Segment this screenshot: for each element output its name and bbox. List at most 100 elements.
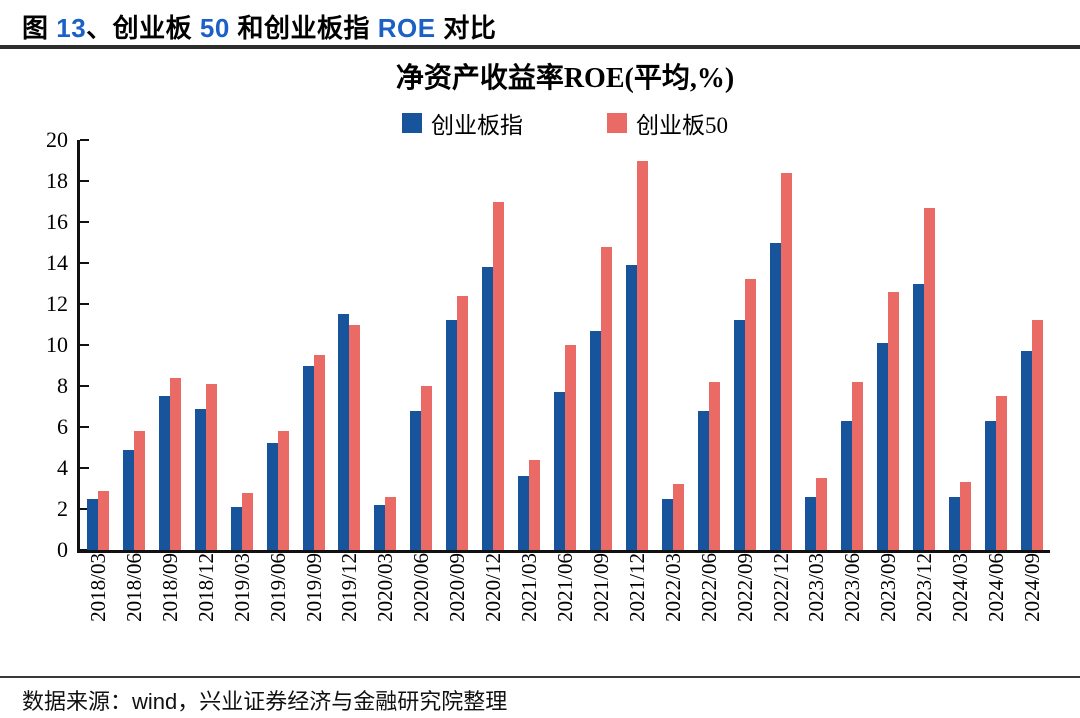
bar-chinext-index — [266, 443, 278, 550]
y-axis-tick — [80, 262, 89, 264]
y-axis-tick-label: 14 — [46, 250, 68, 275]
bar-chinext-index — [949, 496, 961, 550]
y-axis-tick — [80, 139, 89, 141]
figure-caption-segment: 和创业板指 — [229, 13, 378, 43]
bar-chinext50 — [421, 386, 433, 550]
chart-title: 净资产收益率ROE(平均,%) — [395, 63, 735, 94]
x-axis-tick-label: 2023/06 — [840, 553, 865, 622]
bar-chinext50 — [888, 291, 900, 550]
bar-group — [1021, 140, 1044, 550]
x-axis-tick-label: 2021/12 — [624, 553, 649, 622]
bar-chinext50 — [816, 478, 828, 550]
x-axis-tick-label: 2022/06 — [696, 553, 721, 622]
x-axis-tick-label: 2019/12 — [337, 553, 362, 622]
bar-chinext-index — [554, 392, 565, 550]
bar-group — [194, 140, 217, 550]
y-axis-tick — [80, 344, 89, 346]
x-axis-tick-label: 2018/06 — [121, 553, 146, 622]
x-axis-tick-label: 2021/03 — [517, 553, 542, 622]
bar-chinext50 — [529, 459, 541, 550]
bar-chinext50 — [600, 246, 612, 550]
bar-group — [374, 140, 397, 550]
bar-group — [446, 140, 469, 550]
y-axis-tick-label: 10 — [46, 332, 68, 357]
y-axis-tick — [80, 385, 89, 387]
source-note: 数据来源：wind，兴业证券经济与金融研究院整理 — [22, 689, 508, 714]
bar-chinext-index — [985, 420, 997, 550]
bar-chinext50 — [996, 396, 1008, 550]
x-axis-tick-label: 2018/12 — [193, 553, 218, 622]
bar-chinext-index — [805, 496, 817, 550]
x-axis-tick-label: 2019/06 — [265, 553, 290, 622]
bar-chinext50 — [385, 496, 397, 550]
figure-caption-segment: 图 — [22, 13, 57, 43]
bar-chinext50 — [457, 295, 469, 550]
legend-swatch-icon — [607, 113, 627, 133]
x-axis-tick-label: 2018/09 — [157, 553, 182, 622]
bar-chinext-index — [194, 408, 206, 550]
bar-chinext-index — [877, 342, 889, 550]
y-axis-tick — [80, 467, 89, 469]
bar-chinext-index — [841, 420, 853, 550]
bar-chinext-index — [86, 498, 98, 550]
bar-chinext-index — [338, 314, 350, 550]
bar-chinext50 — [565, 345, 576, 550]
legend-item: 创业板50 — [607, 106, 728, 140]
bar-chinext50 — [780, 172, 792, 550]
bar-chinext-index — [625, 265, 637, 550]
x-axis-tick-label: 2024/06 — [984, 553, 1009, 622]
footer-divider — [0, 676, 1080, 678]
bar-group — [661, 140, 684, 550]
bar-chinext-index — [302, 365, 314, 550]
y-axis-line — [77, 140, 80, 553]
x-axis-tick-label: 2021/09 — [588, 553, 613, 622]
figure-caption: 图 13、创业板 50 和创业板指 ROE 对比 — [22, 8, 1062, 45]
bar-chinext-index — [410, 410, 422, 550]
bar-chinext50 — [636, 160, 648, 550]
bar-group — [554, 140, 576, 550]
x-axis-tick-label: 2024/09 — [1020, 553, 1045, 622]
bar-group — [697, 140, 720, 550]
bar-group — [158, 140, 181, 550]
bar-chinext50 — [708, 381, 720, 550]
bar-group — [733, 140, 756, 550]
figure-caption-segment: ROE — [377, 13, 436, 43]
bar-group — [410, 140, 433, 550]
x-axis-tick-label: 2020/12 — [481, 553, 506, 622]
y-axis-tick-label: 4 — [57, 455, 68, 480]
legend-label: 创业板指 — [431, 113, 523, 138]
x-axis-line — [77, 550, 1050, 553]
bar-group — [122, 140, 145, 550]
y-axis-tick-label: 2 — [57, 496, 68, 521]
bar-group — [769, 140, 792, 550]
bar-chinext50 — [97, 490, 109, 550]
y-axis-tick-label: 12 — [46, 291, 68, 316]
bar-chinext50 — [205, 383, 217, 550]
y-axis-tick — [80, 303, 89, 305]
bar-group — [338, 140, 361, 550]
figure-caption-segment: 50 — [199, 13, 230, 43]
bar-chinext-index — [230, 506, 242, 550]
x-axis-tick-label: 2022/12 — [768, 553, 793, 622]
bar-group — [805, 140, 828, 550]
bar-chinext-index — [158, 396, 170, 550]
bar-chinext-index — [589, 330, 601, 550]
x-axis-tick-label: 2024/03 — [948, 553, 973, 622]
bar-chinext-index — [1021, 351, 1033, 550]
header-divider — [0, 45, 1080, 49]
bar-chinext50 — [1032, 320, 1044, 550]
y-axis-tick-label: 20 — [46, 127, 68, 152]
bar-chinext50 — [241, 492, 253, 550]
x-axis-tick-label: 2020/06 — [409, 553, 434, 622]
x-axis-tick-label: 2021/06 — [553, 553, 577, 622]
figure-caption-segment: 对比 — [435, 13, 497, 43]
figure-caption-segment: 、创业板 — [86, 13, 200, 43]
bar-chinext-index — [482, 267, 494, 550]
x-axis-tick-label: 2020/09 — [445, 553, 470, 622]
legend-label: 创业板50 — [636, 113, 728, 138]
bar-chinext50 — [169, 377, 181, 550]
bar-chinext50 — [852, 381, 864, 550]
bar-chinext50 — [277, 431, 289, 550]
bar-chinext50 — [672, 484, 684, 550]
bar-group — [841, 140, 864, 550]
